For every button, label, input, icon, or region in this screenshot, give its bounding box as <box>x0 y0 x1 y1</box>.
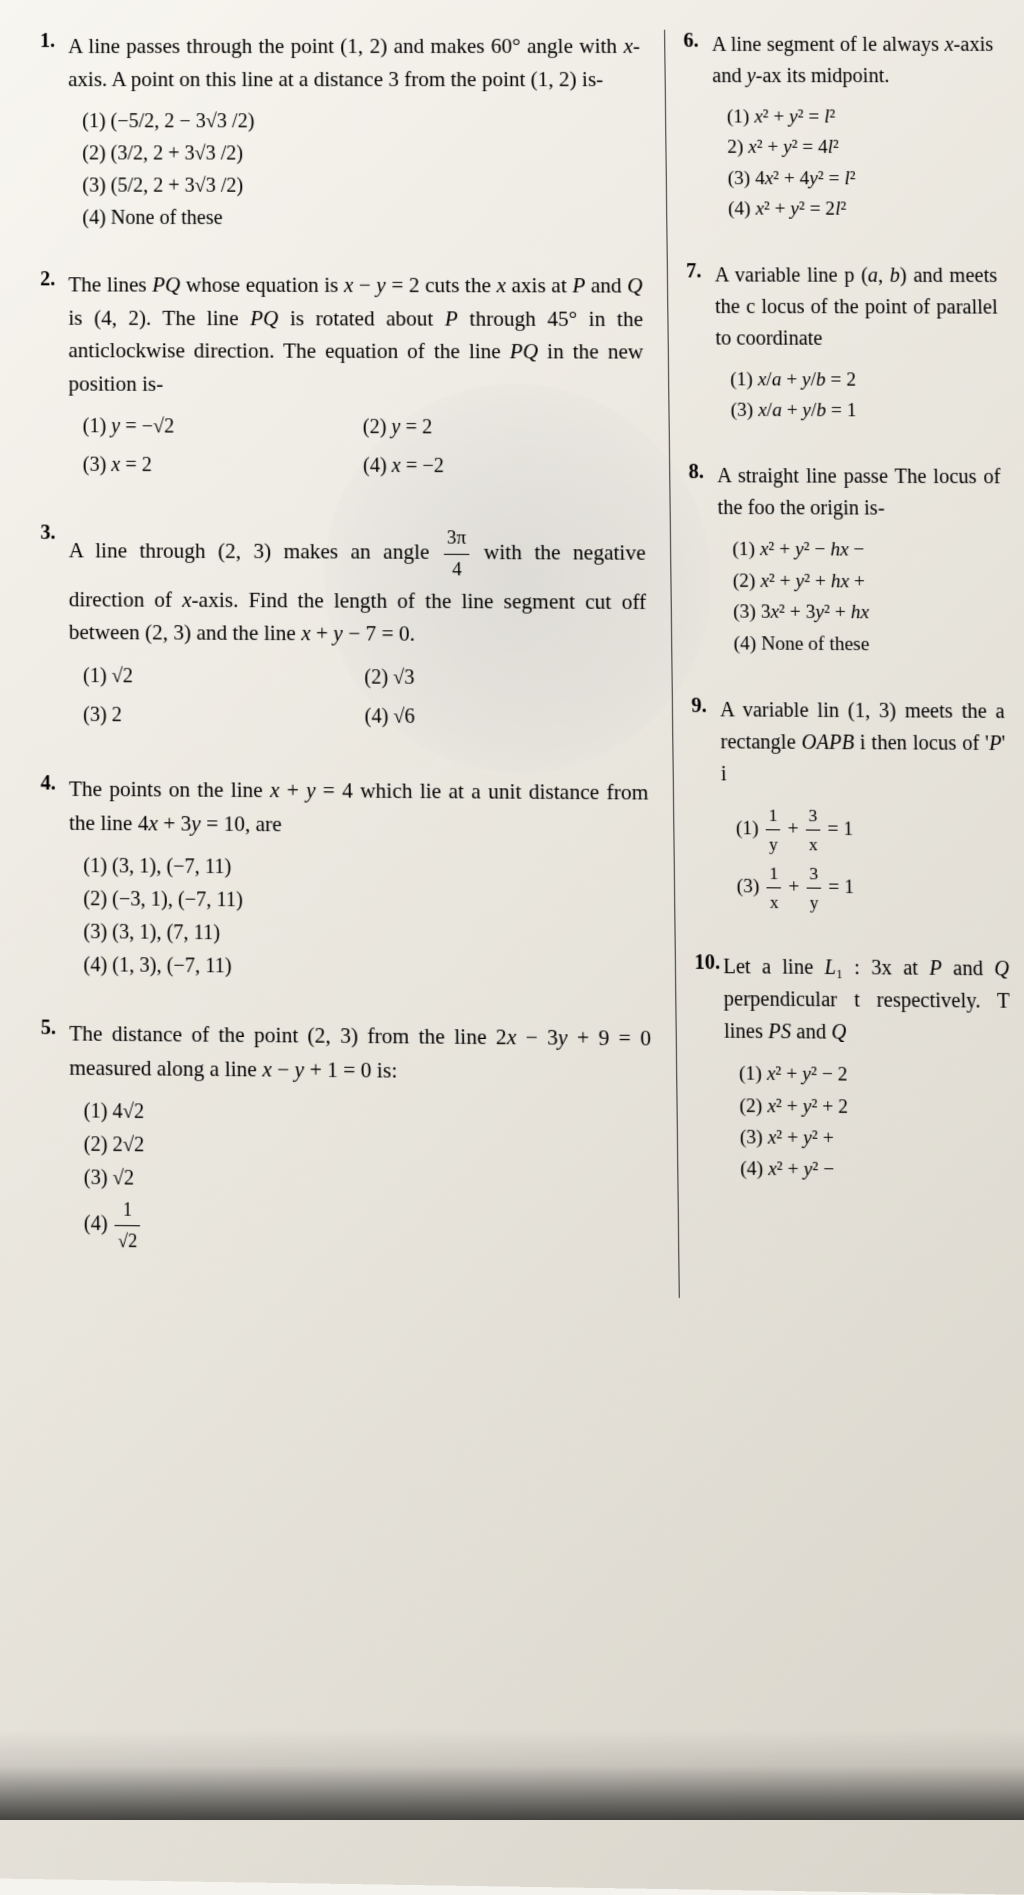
left-column: 1.A line passes through the point (1, 2)… <box>40 30 679 1298</box>
question: 1.A line passes through the point (1, 2)… <box>40 30 648 235</box>
option: (1) x² + y² − hx − <box>732 535 1002 567</box>
question: 4.The points on the line x + y = 4 which… <box>41 772 657 986</box>
question: 2.The lines PQ whose equation is x − y =… <box>40 268 651 489</box>
option: (1) y = −√2 <box>83 410 363 443</box>
question-number: 8. <box>688 461 717 485</box>
option: (4) √6 <box>364 700 647 735</box>
option: (2) (3/2, 2 + 3√3 /2) <box>82 137 641 170</box>
option: (4) None of these <box>733 628 1003 661</box>
question: 3.A line through (2, 3) makes an angle 3… <box>40 522 653 741</box>
question: 8.A straight line passe The locus of the… <box>688 461 1010 661</box>
option: (1) √2 <box>83 659 364 693</box>
question-body: The lines PQ whose equation is x − y = 2… <box>68 268 645 489</box>
options-list: (1) x/a + y/b = 2(3) x/a + y/b = 1 <box>716 364 1000 427</box>
options-list: (1) (3, 1), (−7, 11)(2) (−3, 1), (−7, 11… <box>69 849 650 986</box>
option: (4) 1√2 <box>84 1195 654 1262</box>
option: (1) 1y + 3x = 1 <box>736 801 1008 860</box>
question-body: A variable lin (1, 3) meets the a rectan… <box>720 695 1008 919</box>
option: (3) 2 <box>83 698 365 732</box>
question-body: The points on the line x + y = 4 which l… <box>69 772 651 986</box>
option: (3) 4x² + 4y² = l² <box>728 164 996 195</box>
option-row: (3) 2(4) √6 <box>83 698 648 734</box>
option: (4) (1, 3), (−7, 11) <box>83 949 650 987</box>
option: (1) x² + y² = l² <box>727 102 995 133</box>
option: (2) √3 <box>364 661 647 695</box>
options-list: (1) 1y + 3x = 1(3) 1x + 3y = 1 <box>721 801 1008 918</box>
option: (2) x² + y² + 2 <box>739 1091 1012 1125</box>
question-number: 9. <box>691 694 720 718</box>
options-list: (1) 4√2(2) 2√2(3) √2(4) 1√2 <box>69 1095 653 1262</box>
question-number: 1. <box>40 30 68 53</box>
question: 9.A variable lin (1, 3) meets the a rect… <box>691 694 1014 918</box>
option: (2) y = 2 <box>363 411 645 444</box>
option: (1) (−5/2, 2 − 3√3 /2) <box>82 105 641 137</box>
question-number: 7. <box>686 260 715 283</box>
options-list: (1) y = −√2(2) y = 2(3) x = 2(4) x = −2 <box>69 410 645 483</box>
options-list: (1) (−5/2, 2 − 3√3 /2)(2) (3/2, 2 + 3√3 … <box>68 105 642 235</box>
question: 6.A line segment of le always x-axis and… <box>683 30 1002 226</box>
question: 7.A variable line p (a, b) and meets the… <box>686 260 1006 428</box>
option: (3) x/a + y/b = 1 <box>730 395 999 427</box>
options-list: (1) x² + y² − hx −(2) x² + y² + hx +(3) … <box>718 535 1004 661</box>
option: (1) 4√2 <box>84 1095 652 1134</box>
right-column: 6.A line segment of le always x-axis and… <box>664 30 1021 1302</box>
option: (2) x² + y² + hx + <box>733 566 1003 598</box>
question-body: Let a line L₁ : 3x at P and Q perpendicu… <box>723 952 1013 1189</box>
option-row: (1) y = −√2(2) y = 2 <box>83 410 645 444</box>
option: (3) (3, 1), (7, 11) <box>83 916 650 953</box>
option: (1) (3, 1), (−7, 11) <box>83 850 649 887</box>
question-number: 4. <box>41 772 69 796</box>
question-body: The distance of the point (2, 3) from th… <box>69 1017 653 1262</box>
question: 10.Let a line L₁ : 3x at P and Q perpend… <box>694 951 1019 1188</box>
option: 2) x² + y² = 4l² <box>727 133 995 164</box>
options-list: (1) √2(2) √3(3) 2(4) √6 <box>69 659 648 734</box>
question-number: 2. <box>40 268 68 291</box>
question-body: A line passes through the point (1, 2) a… <box>68 30 642 235</box>
option: (3) 1x + 3y = 1 <box>736 859 1008 919</box>
options-list: (1) x² + y² − 2(2) x² + y² + 2(3) x² + y… <box>724 1059 1013 1189</box>
question-body: A variable line p (a, b) and meets the c… <box>715 260 1000 428</box>
question-number: 3. <box>40 522 68 546</box>
page-surface: 1.A line passes through the point (1, 2)… <box>0 0 1024 1895</box>
option-row: (3) x = 2(4) x = −2 <box>83 449 645 484</box>
question-body: A line through (2, 3) makes an angle 3π4… <box>69 522 648 741</box>
question: 5.The distance of the point (2, 3) from … <box>41 1017 660 1262</box>
question-body: A straight line passe The locus of the f… <box>717 461 1004 661</box>
option: (4) x² + y² − <box>740 1154 1013 1188</box>
content-columns: 1.A line passes through the point (1, 2)… <box>40 30 1024 1302</box>
question-body: A line segment of le always x-axis and y… <box>712 30 997 226</box>
option: (2) (−3, 1), (−7, 11) <box>83 882 649 919</box>
option: (4) None of these <box>82 202 642 235</box>
option: (1) x² + y² − 2 <box>739 1059 1011 1093</box>
options-list: (1) x² + y² = l²2) x² + y² = 4l²(3) 4x² … <box>713 102 997 225</box>
question-number: 6. <box>683 30 712 53</box>
option: (4) x = −2 <box>363 450 645 484</box>
option: (3) (5/2, 2 + 3√3 /2) <box>82 170 641 203</box>
option-row: (1) √2(2) √3 <box>83 659 647 695</box>
option: (3) x = 2 <box>83 449 363 483</box>
option: (1) x/a + y/b = 2 <box>730 364 999 396</box>
option: (3) √2 <box>84 1161 653 1200</box>
question-number: 10. <box>694 951 723 975</box>
option: (4) x² + y² = 2l² <box>728 194 996 225</box>
option: (2) 2√2 <box>84 1128 653 1167</box>
bottom-shadow <box>0 1730 1024 1820</box>
option: (3) 3x² + 3y² + hx <box>733 597 1003 630</box>
question-number: 5. <box>41 1017 70 1041</box>
option: (3) x² + y² + <box>740 1122 1013 1156</box>
